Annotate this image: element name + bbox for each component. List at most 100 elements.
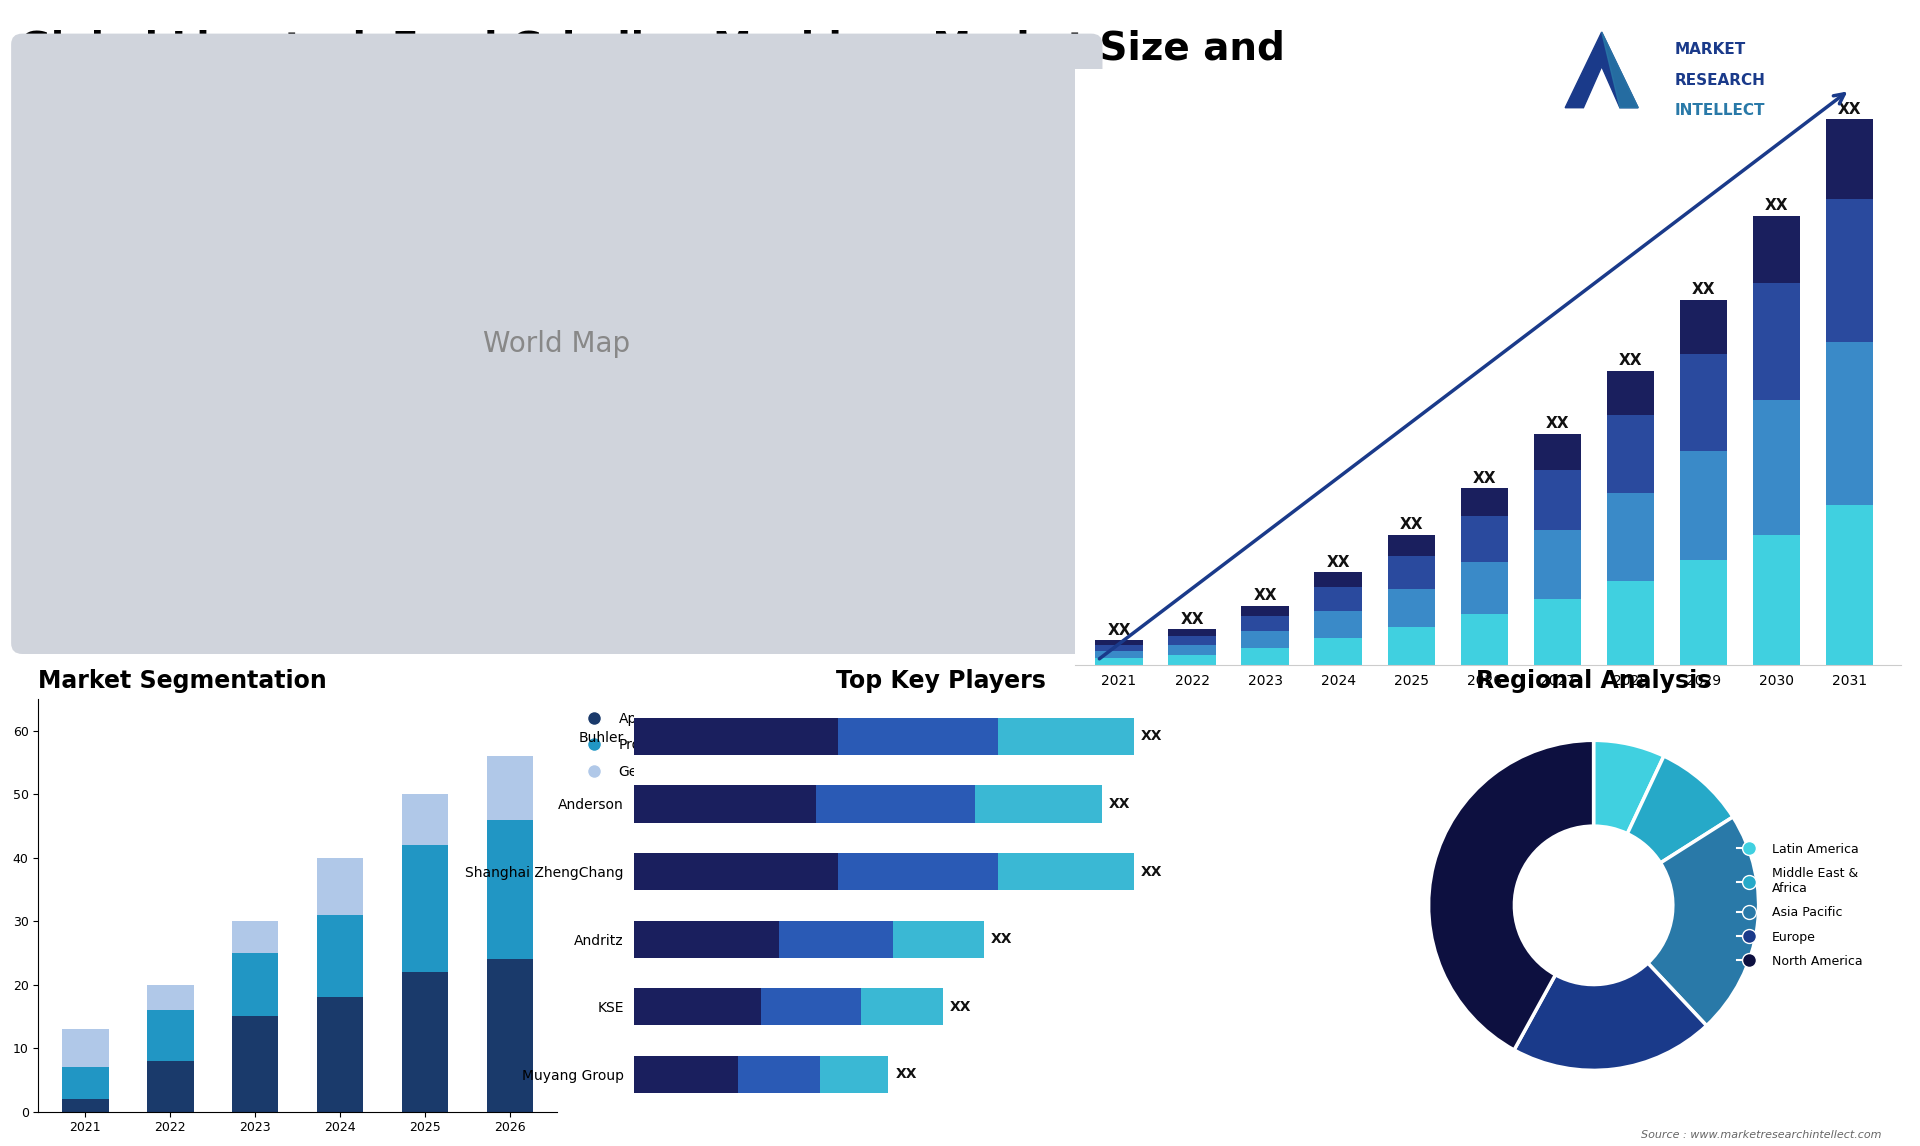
Bar <box>780 920 893 958</box>
Bar <box>1242 631 1288 647</box>
Text: XX: XX <box>1692 282 1715 297</box>
Bar <box>893 920 985 958</box>
Bar <box>486 756 534 819</box>
Bar <box>1388 556 1434 589</box>
Text: XX: XX <box>1400 517 1423 532</box>
Bar <box>146 1010 194 1061</box>
Bar <box>146 1061 194 1112</box>
Text: INTELLECT: INTELLECT <box>1674 103 1764 118</box>
Bar <box>975 785 1102 823</box>
Polygon shape <box>1601 32 1638 108</box>
Text: Market Segmentation: Market Segmentation <box>38 669 326 693</box>
Bar <box>1826 199 1874 342</box>
Text: XX: XX <box>950 999 972 1014</box>
Bar <box>1680 559 1728 665</box>
Bar <box>634 920 780 958</box>
Bar <box>1753 283 1801 400</box>
Bar <box>1680 354 1728 450</box>
Legend: Latin America, Middle East &
Africa, Asia Pacific, Europe, North America: Latin America, Middle East & Africa, Asi… <box>1732 838 1868 973</box>
Bar <box>1607 493 1655 581</box>
Bar <box>1315 572 1361 588</box>
Polygon shape <box>1565 32 1638 108</box>
Bar <box>401 845 449 972</box>
Text: XX: XX <box>1764 198 1788 213</box>
Bar <box>1169 629 1215 636</box>
Bar <box>232 1017 278 1112</box>
Text: Source : www.marketresearchintellect.com: Source : www.marketresearchintellect.com <box>1642 1130 1882 1140</box>
Bar <box>1753 534 1801 665</box>
Bar <box>401 794 449 845</box>
Bar <box>1169 644 1215 654</box>
Bar <box>634 785 816 823</box>
Bar <box>1461 516 1507 563</box>
Bar <box>634 988 760 1026</box>
Text: XX: XX <box>1108 622 1131 638</box>
Bar <box>1534 434 1582 470</box>
Bar <box>1169 636 1215 644</box>
Text: XX: XX <box>1473 471 1496 486</box>
Bar <box>317 857 363 915</box>
Bar <box>1826 119 1874 199</box>
Text: XX: XX <box>1837 102 1860 117</box>
Text: XX: XX <box>1181 612 1204 627</box>
Bar <box>634 1055 739 1093</box>
Bar <box>634 853 839 890</box>
Bar <box>486 959 534 1112</box>
Text: XX: XX <box>1140 729 1162 744</box>
FancyBboxPatch shape <box>12 33 1102 654</box>
Bar <box>998 853 1135 890</box>
Bar <box>61 1099 109 1112</box>
Bar <box>1315 588 1361 611</box>
Bar <box>1534 599 1582 665</box>
Title: Regional Analysis: Regional Analysis <box>1476 669 1711 693</box>
Bar <box>1753 215 1801 283</box>
Bar <box>862 988 943 1026</box>
Bar <box>739 1055 820 1093</box>
Bar <box>816 785 975 823</box>
Text: World Map: World Map <box>484 330 630 358</box>
Text: XX: XX <box>1140 864 1162 879</box>
Bar <box>1534 470 1582 531</box>
Bar <box>1094 658 1142 665</box>
Text: XX: XX <box>1110 796 1131 811</box>
Bar <box>401 972 449 1112</box>
Wedge shape <box>1647 817 1759 1026</box>
Bar <box>1094 641 1142 644</box>
Bar <box>1534 531 1582 599</box>
Bar <box>1315 638 1361 665</box>
Wedge shape <box>1594 740 1665 833</box>
Bar <box>1680 450 1728 559</box>
Bar <box>1461 563 1507 614</box>
Bar <box>1169 654 1215 665</box>
Bar <box>1242 617 1288 631</box>
Text: XX: XX <box>1254 588 1277 604</box>
Text: RESEARCH: RESEARCH <box>1674 72 1766 88</box>
Legend: Application, Product, Geography: Application, Product, Geography <box>574 706 703 784</box>
Text: XX: XX <box>991 932 1012 947</box>
Bar <box>146 984 194 1010</box>
Bar <box>1388 627 1434 665</box>
Title: Top Key Players: Top Key Players <box>835 669 1046 693</box>
Bar <box>317 997 363 1112</box>
Bar <box>317 915 363 997</box>
Bar <box>1826 342 1874 505</box>
Bar <box>1826 505 1874 665</box>
Bar <box>1315 611 1361 638</box>
Bar <box>1680 299 1728 354</box>
Bar <box>232 921 278 953</box>
Bar <box>1094 644 1142 651</box>
Bar <box>634 717 839 755</box>
Wedge shape <box>1515 963 1707 1070</box>
Bar <box>1753 400 1801 534</box>
Text: XX: XX <box>1327 555 1350 570</box>
Text: XX: XX <box>1546 416 1569 431</box>
Bar <box>1607 371 1655 415</box>
Bar <box>1461 488 1507 516</box>
Bar <box>820 1055 889 1093</box>
Bar <box>839 853 998 890</box>
Bar <box>1461 614 1507 665</box>
Bar <box>486 819 534 959</box>
Wedge shape <box>1628 756 1734 863</box>
Bar <box>1094 651 1142 658</box>
Bar <box>760 988 862 1026</box>
